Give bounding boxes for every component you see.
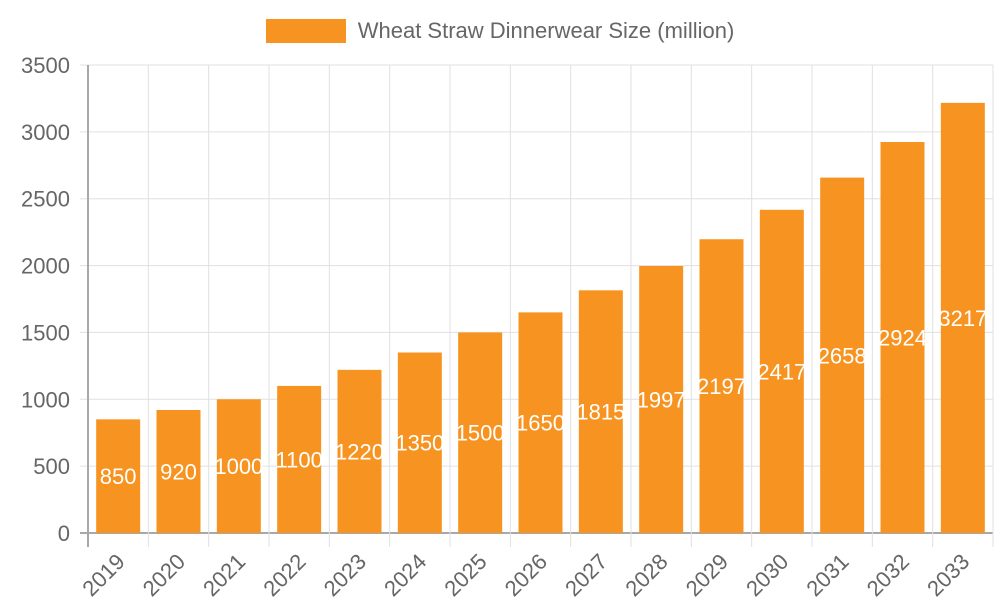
y-tick-label: 0 xyxy=(58,521,70,546)
x-tick-label: 2023 xyxy=(319,549,371,600)
data-label: 2197 xyxy=(697,374,746,399)
bar[interactable] xyxy=(759,209,804,534)
x-tick-label: 2032 xyxy=(862,549,914,600)
data-label: 1220 xyxy=(335,439,384,464)
y-tick-label: 1500 xyxy=(21,320,70,345)
x-tick-label: 2020 xyxy=(138,549,190,600)
bar[interactable] xyxy=(578,290,623,533)
data-label: 3217 xyxy=(938,306,987,331)
y-tick-label: 500 xyxy=(33,454,70,479)
bar[interactable] xyxy=(156,409,201,533)
data-label: 1815 xyxy=(576,400,625,425)
x-tick-label: 2024 xyxy=(379,549,431,600)
y-tick-label: 1000 xyxy=(21,387,70,412)
data-label: 2417 xyxy=(757,359,806,384)
x-tick-label: 2019 xyxy=(77,549,129,600)
bar[interactable] xyxy=(337,369,382,533)
data-label: 1000 xyxy=(214,454,263,479)
legend-swatch[interactable] xyxy=(265,19,346,43)
bar[interactable] xyxy=(458,332,503,533)
x-tick-label: 2025 xyxy=(439,549,491,600)
bar[interactable] xyxy=(216,399,261,533)
data-label: 850 xyxy=(100,464,137,489)
x-tick-label: 2033 xyxy=(922,549,974,600)
x-tick-label: 2028 xyxy=(620,549,672,600)
x-tick-label: 2022 xyxy=(258,549,310,600)
data-label: 1997 xyxy=(637,387,686,412)
y-tick-label: 2500 xyxy=(21,187,70,212)
y-tick-label: 3000 xyxy=(21,120,70,145)
bar[interactable] xyxy=(277,385,322,533)
y-tick-label: 2000 xyxy=(21,254,70,279)
data-label: 1650 xyxy=(516,411,565,436)
x-tick-label: 2026 xyxy=(500,549,552,600)
x-tick-label: 2029 xyxy=(681,549,733,600)
bar[interactable] xyxy=(880,142,925,534)
bar[interactable] xyxy=(397,352,442,533)
chart-legend: Wheat Straw Dinnerwear Size (million) xyxy=(0,18,1000,44)
data-label: 2924 xyxy=(878,326,927,351)
x-tick-label: 2027 xyxy=(560,549,612,600)
bar[interactable] xyxy=(639,265,684,533)
bar[interactable] xyxy=(518,312,563,533)
data-label: 1500 xyxy=(456,421,505,446)
bar[interactable] xyxy=(820,177,865,533)
data-label: 2658 xyxy=(818,343,867,368)
legend-label: Wheat Straw Dinnerwear Size (million) xyxy=(357,18,735,43)
data-label: 1350 xyxy=(395,431,444,456)
x-tick-label: 2031 xyxy=(801,549,853,600)
bar[interactable] xyxy=(699,239,744,533)
data-label: 920 xyxy=(160,459,197,484)
bar[interactable] xyxy=(96,419,141,533)
bar[interactable] xyxy=(940,102,985,534)
data-label: 1100 xyxy=(276,447,323,472)
x-tick-label: 2030 xyxy=(741,549,793,600)
x-tick-label: 2021 xyxy=(198,549,250,600)
y-tick-label: 3500 xyxy=(21,53,70,78)
